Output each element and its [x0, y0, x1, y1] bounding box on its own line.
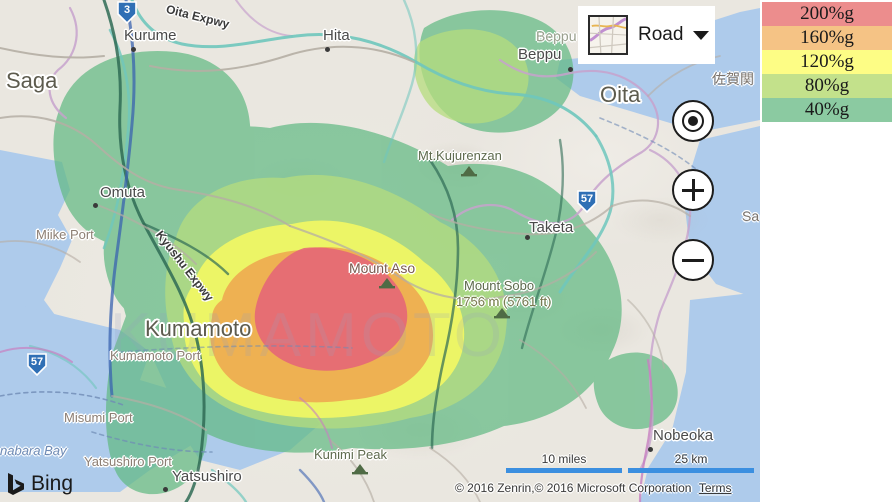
map-roads-layer	[0, 0, 721, 502]
legend-row: 200%g	[762, 2, 892, 26]
mountain-icon	[379, 278, 395, 289]
bing-swoosh-icon	[8, 473, 24, 495]
city-dot	[131, 47, 136, 52]
map-scale-bar: 10 miles 25 km	[506, 452, 754, 480]
map-watermark: KUMAMOTO	[110, 301, 506, 370]
terms-link[interactable]: Terms	[698, 481, 732, 495]
legend-label: 40%g	[804, 99, 850, 120]
minus-icon	[682, 249, 704, 271]
map-canvas[interactable]: KUMAMOTO	[0, 0, 760, 502]
city-dot	[93, 203, 98, 208]
shield-number: 57	[580, 193, 594, 205]
scale-km: 25 km	[628, 452, 754, 473]
highway-shield: 57	[26, 352, 48, 377]
map-style-label: Road	[638, 24, 684, 45]
highway-shield: 57	[576, 189, 598, 214]
map-style-dropdown[interactable]: Road	[578, 6, 715, 64]
shield-number: 3	[123, 4, 131, 16]
mountain-icon	[494, 308, 510, 319]
bing-wordmark: Bing	[31, 472, 74, 495]
legend-label: 200%g	[800, 3, 854, 24]
zoom-in-button[interactable]	[672, 169, 714, 211]
zoom-out-button[interactable]	[672, 239, 714, 281]
city-dot	[648, 447, 653, 452]
city-dot	[163, 487, 168, 492]
legend-label: 120%g	[800, 51, 854, 72]
bing-logo[interactable]: Bing	[6, 472, 73, 496]
mountain-icon	[352, 464, 368, 475]
plus-icon	[682, 179, 704, 201]
map-thumbnail-icon	[588, 15, 628, 55]
shield-number: 57	[30, 356, 44, 368]
copyright-text: © 2016 Zenrin,© 2016 Microsoft Corporati…	[455, 481, 692, 495]
legend-row: 80%g	[762, 74, 892, 98]
highway-shield: 3	[116, 0, 138, 25]
legend-row: 40%g	[762, 98, 892, 122]
locate-me-button[interactable]	[672, 100, 714, 142]
map-attribution: © 2016 Zenrin,© 2016 Microsoft Corporati…	[455, 481, 731, 495]
heatmap-legend: 200%g 160%g 120%g 80%g 40%g	[762, 2, 892, 122]
legend-row: 120%g	[762, 50, 892, 74]
legend-label: 160%g	[800, 27, 854, 48]
chevron-down-icon	[693, 30, 710, 40]
mountain-icon	[461, 166, 477, 177]
city-dot	[525, 235, 530, 240]
legend-label: 80%g	[804, 75, 850, 96]
legend-row: 160%g	[762, 26, 892, 50]
city-dot	[325, 47, 330, 52]
target-icon	[682, 110, 704, 132]
city-dot	[568, 67, 573, 72]
scale-miles: 10 miles	[506, 452, 622, 473]
